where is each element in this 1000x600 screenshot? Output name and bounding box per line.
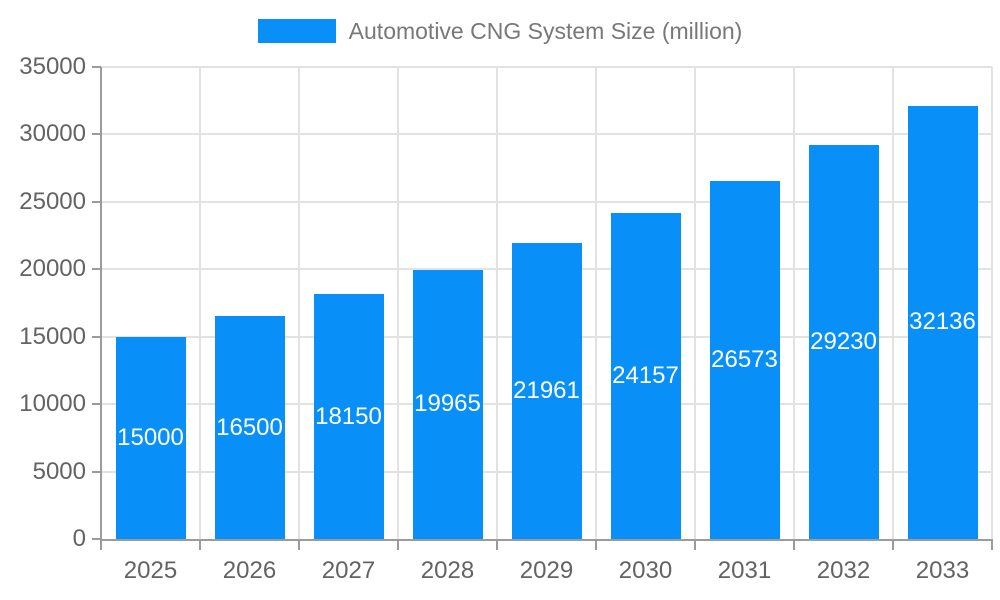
bar: 24157 xyxy=(610,213,681,539)
bar-value-label: 18150 xyxy=(315,402,382,430)
bar-value-label: 29230 xyxy=(810,327,877,355)
bar-value-label: 24157 xyxy=(612,362,679,390)
x-tick xyxy=(496,541,498,550)
legend-swatch xyxy=(257,19,336,43)
bar-value-label: 16500 xyxy=(216,413,283,441)
gridline-h xyxy=(101,200,992,203)
bar-value-label: 19965 xyxy=(414,390,481,418)
x-tick xyxy=(694,541,696,550)
gridline-v xyxy=(298,67,300,539)
gridline-v xyxy=(793,67,795,539)
legend-label: Automotive CNG System Size (million) xyxy=(348,17,743,44)
x-tick-label: 2026 xyxy=(222,557,277,584)
bar: 19965 xyxy=(412,269,483,539)
x-tick-label: 2032 xyxy=(816,557,871,584)
gridline-v xyxy=(397,67,399,539)
gridline-v xyxy=(892,67,894,539)
y-tick-label: 30000 xyxy=(19,120,86,148)
y-tick-label: 10000 xyxy=(19,390,86,418)
x-tick-label: 2031 xyxy=(717,557,772,584)
x-tick-label: 2033 xyxy=(915,557,970,584)
y-tick-label: 20000 xyxy=(19,255,86,283)
bar-value-label: 32136 xyxy=(909,308,976,336)
bar: 18150 xyxy=(313,294,384,539)
x-tick xyxy=(298,541,300,550)
y-axis-line xyxy=(100,67,102,541)
bar: 29230 xyxy=(808,144,879,539)
y-tick xyxy=(92,403,101,406)
gridline-v xyxy=(595,67,597,539)
bar-value-label: 21961 xyxy=(513,376,580,404)
y-tick xyxy=(92,470,101,473)
x-tick xyxy=(892,541,894,550)
x-tick xyxy=(793,541,795,550)
y-tick-label: 25000 xyxy=(19,187,86,215)
gridline-h xyxy=(101,133,992,136)
x-tick xyxy=(595,541,597,550)
x-tick xyxy=(397,541,399,550)
gridline-h xyxy=(101,66,992,68)
gridline-v xyxy=(496,67,498,539)
chart-legend: Automotive CNG System Size (million) xyxy=(0,18,1000,44)
gridline-v xyxy=(199,67,201,539)
y-tick xyxy=(92,200,101,203)
bar: 26573 xyxy=(709,180,780,539)
x-tick-label: 2028 xyxy=(420,557,475,584)
y-tick-label: 0 xyxy=(72,525,86,552)
bar: 21961 xyxy=(511,242,582,539)
y-tick-label: 5000 xyxy=(32,457,86,485)
x-tick-label: 2025 xyxy=(123,557,178,584)
x-tick xyxy=(991,541,993,550)
x-axis-line xyxy=(100,539,993,541)
x-tick-label: 2030 xyxy=(618,557,673,584)
y-tick-label: 15000 xyxy=(19,322,86,350)
y-tick xyxy=(92,268,101,271)
x-tick xyxy=(199,541,201,550)
y-tick xyxy=(92,66,101,68)
bar: 32136 xyxy=(907,105,978,539)
gridline-v xyxy=(694,67,696,539)
x-tick-label: 2029 xyxy=(519,557,574,584)
y-tick-label: 35000 xyxy=(19,53,86,80)
bar: 15000 xyxy=(115,336,186,539)
bar-value-label: 26573 xyxy=(711,345,778,373)
y-tick xyxy=(92,538,101,540)
y-tick xyxy=(92,335,101,338)
x-tick xyxy=(100,541,102,550)
gridline-v xyxy=(991,67,993,539)
bar: 16500 xyxy=(214,316,285,539)
bar-value-label: 15000 xyxy=(117,423,184,451)
y-tick xyxy=(92,133,101,136)
x-tick-label: 2027 xyxy=(321,557,376,584)
